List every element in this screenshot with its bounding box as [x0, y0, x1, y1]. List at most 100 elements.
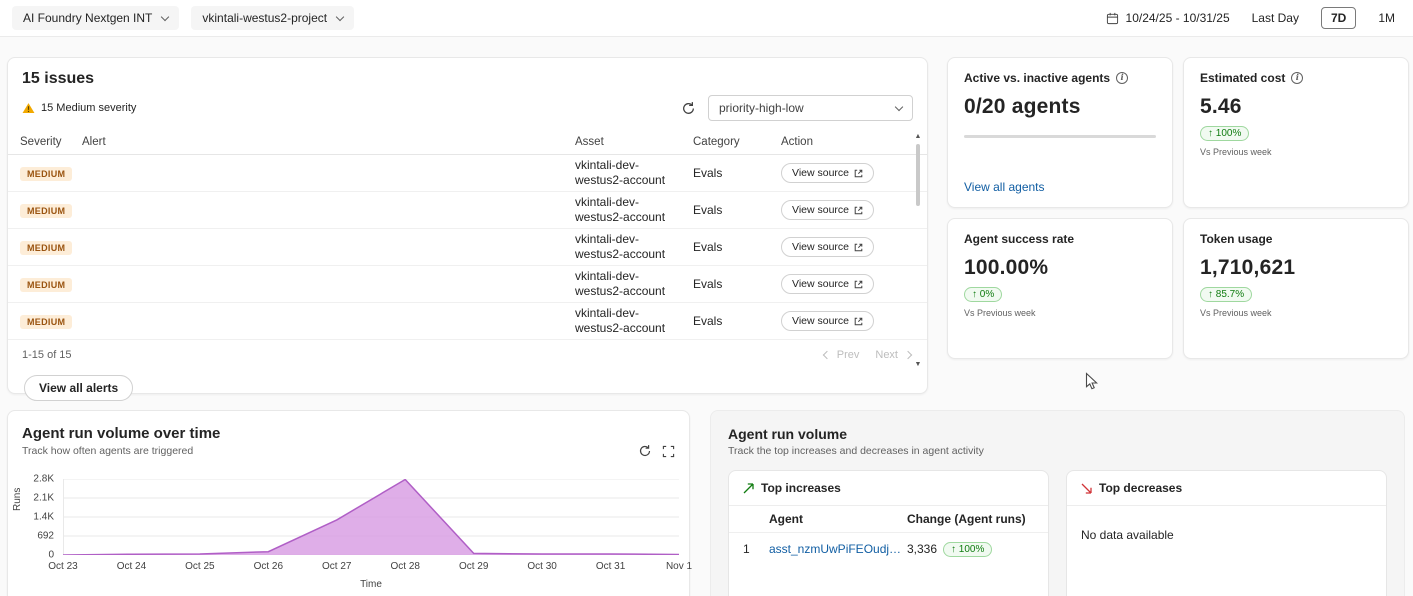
trend-badge: ↑ 0% — [964, 287, 1003, 302]
column-change: Change (Agent runs) — [907, 512, 1026, 526]
issues-table-header: Severity Alert Asset Category Action — [8, 130, 927, 155]
warning-icon — [22, 103, 35, 114]
stat-caption: Vs Previous week — [1200, 308, 1272, 318]
run-volume-chart-card: Agent run volume over time Track how oft… — [7, 410, 692, 596]
table-row: MEDIUM vkintali-dev-westus2-account Eval… — [8, 266, 927, 303]
stat-title: Agent success rate — [964, 232, 1075, 246]
refresh-icon — [639, 445, 651, 457]
top-decreases-title: Top decreases — [1099, 481, 1183, 495]
view-source-label: View source — [792, 241, 850, 253]
x-axis-label: Time — [360, 579, 382, 590]
chevron-down-icon — [894, 102, 904, 111]
project-selector[interactable]: vkintali-westus2-project — [191, 6, 355, 30]
external-link-icon — [854, 206, 863, 214]
prev-page-button[interactable]: Prev — [822, 349, 860, 361]
chart-subtitle: Track how often agents are triggered — [22, 445, 194, 457]
refresh-button[interactable] — [638, 444, 652, 458]
category-cell: Evals — [693, 240, 723, 254]
severity-summary-label: 15 Medium severity — [41, 102, 137, 114]
top-increases-title: Top increases — [761, 481, 841, 495]
agents-progress-bar — [964, 135, 1156, 138]
org-selector[interactable]: AI Foundry Nextgen INT — [12, 6, 180, 30]
asset-cell: vkintali-dev-westus2-account — [575, 306, 666, 335]
x-tick: Oct 30 — [527, 561, 557, 572]
issues-table-body: MEDIUM vkintali-dev-westus2-account Eval… — [8, 155, 927, 340]
column-alert: Alert — [82, 136, 106, 148]
next-page-button[interactable]: Next — [875, 349, 913, 361]
view-source-label: View source — [792, 315, 850, 327]
date-range-picker[interactable]: 10/24/25 - 10/31/25 — [1106, 11, 1230, 25]
x-tick: Oct 24 — [116, 561, 147, 572]
view-source-button[interactable]: View source — [781, 311, 875, 331]
table-row: MEDIUM vkintali-dev-westus2-account Eval… — [8, 303, 927, 340]
table-row: MEDIUM vkintali-dev-westus2-account Eval… — [8, 229, 927, 266]
issues-card: 15 issues 15 Medium severity priority-hi… — [7, 57, 928, 401]
severity-summary: 15 Medium severity — [22, 102, 136, 114]
column-severity: Severity — [20, 136, 62, 148]
scroll-up-button[interactable]: ▲ — [914, 133, 922, 140]
org-selector-label: AI Foundry Nextgen INT — [23, 11, 153, 25]
x-axis-ticks: Oct 23 Oct 24 Oct 25 Oct 26 Oct 27 Oct 2… — [48, 561, 692, 575]
agent-link[interactable]: asst_nzmUwPiFEOudjzmQtIyEHtqz — [769, 542, 907, 556]
view-source-button[interactable]: View source — [781, 274, 875, 294]
column-action: Action — [781, 136, 813, 148]
range-7d-button[interactable]: 7D — [1320, 7, 1357, 29]
stat-caption: Vs Previous week — [1200, 147, 1272, 157]
stat-value: 0/20 agents — [964, 95, 1081, 118]
column-asset: Asset — [575, 136, 604, 148]
x-tick: Oct 27 — [322, 561, 352, 572]
stat-title: Token usage — [1200, 232, 1273, 246]
view-source-button[interactable]: View source — [781, 237, 875, 257]
topbar: AI Foundry Nextgen INT vkintali-westus2-… — [0, 0, 1413, 37]
pagination: 1-15 of 15 Prev Next — [8, 340, 927, 361]
category-cell: Evals — [693, 314, 723, 328]
view-source-button[interactable]: View source — [781, 200, 875, 220]
x-tick: Oct 25 — [185, 561, 215, 572]
view-all-alerts-button[interactable]: View all alerts — [24, 375, 134, 401]
run-volume-plot — [63, 479, 679, 555]
x-tick: Oct 23 — [48, 561, 78, 572]
severity-badge: MEDIUM — [20, 314, 73, 329]
view-source-button[interactable]: View source — [781, 163, 875, 183]
view-source-label: View source — [792, 278, 850, 290]
asset-cell: vkintali-dev-westus2-account — [575, 269, 666, 298]
trend-badge: ↑ 100% — [1200, 126, 1250, 141]
date-range-label: 10/24/25 - 10/31/25 — [1125, 11, 1230, 25]
expand-button[interactable] — [662, 444, 675, 458]
info-icon[interactable]: i — [1116, 72, 1129, 84]
info-icon[interactable]: i — [1291, 72, 1304, 84]
external-link-icon — [854, 169, 863, 177]
stat-title: Active vs. inactive agents — [964, 71, 1111, 85]
sort-dropdown-value: priority-high-low — [719, 101, 804, 115]
area-series — [63, 479, 679, 555]
rank-cell: 1 — [743, 542, 750, 556]
y-axis-ticks: 2.8K 2.1K 1.4K 692 0 — [16, 474, 54, 561]
panel-title: Agent run volume — [728, 426, 848, 442]
change-value: 3,336 — [907, 542, 938, 556]
table-scrollbar[interactable]: ▲ ▼ — [912, 132, 924, 370]
scrollbar-thumb[interactable] — [916, 144, 920, 206]
external-link-icon — [854, 243, 863, 251]
trend-down-icon — [1081, 483, 1092, 494]
severity-badge: MEDIUM — [20, 240, 73, 255]
x-tick: Oct 31 — [595, 561, 626, 572]
stat-title: Estimated cost — [1200, 71, 1286, 85]
category-cell: Evals — [693, 277, 723, 291]
category-cell: Evals — [693, 203, 723, 217]
prev-label: Prev — [836, 349, 860, 361]
panel-subtitle: Track the top increases and decreases in… — [728, 445, 984, 457]
column-category: Category — [693, 136, 740, 148]
table-row: MEDIUM vkintali-dev-westus2-account Eval… — [8, 155, 927, 192]
refresh-button[interactable] — [681, 101, 696, 116]
stat-caption: Vs Previous week — [964, 308, 1036, 318]
external-link-icon — [854, 280, 863, 288]
x-tick: Nov 1 — [665, 561, 693, 572]
view-all-agents-link[interactable]: View all agents — [964, 180, 1045, 194]
increases-row: 1 asst_nzmUwPiFEOudjzmQtIyEHtqz 3,336 ↑ … — [729, 533, 1048, 565]
asset-cell: vkintali-dev-westus2-account — [575, 232, 666, 261]
sort-dropdown[interactable]: priority-high-low — [708, 95, 913, 121]
range-last-day-button[interactable]: Last Day — [1246, 8, 1305, 28]
top-increases-card: Top increases Agent Change (Agent runs) … — [728, 470, 1049, 596]
scroll-down-button[interactable]: ▼ — [914, 361, 922, 368]
range-1m-button[interactable]: 1M — [1372, 8, 1401, 28]
